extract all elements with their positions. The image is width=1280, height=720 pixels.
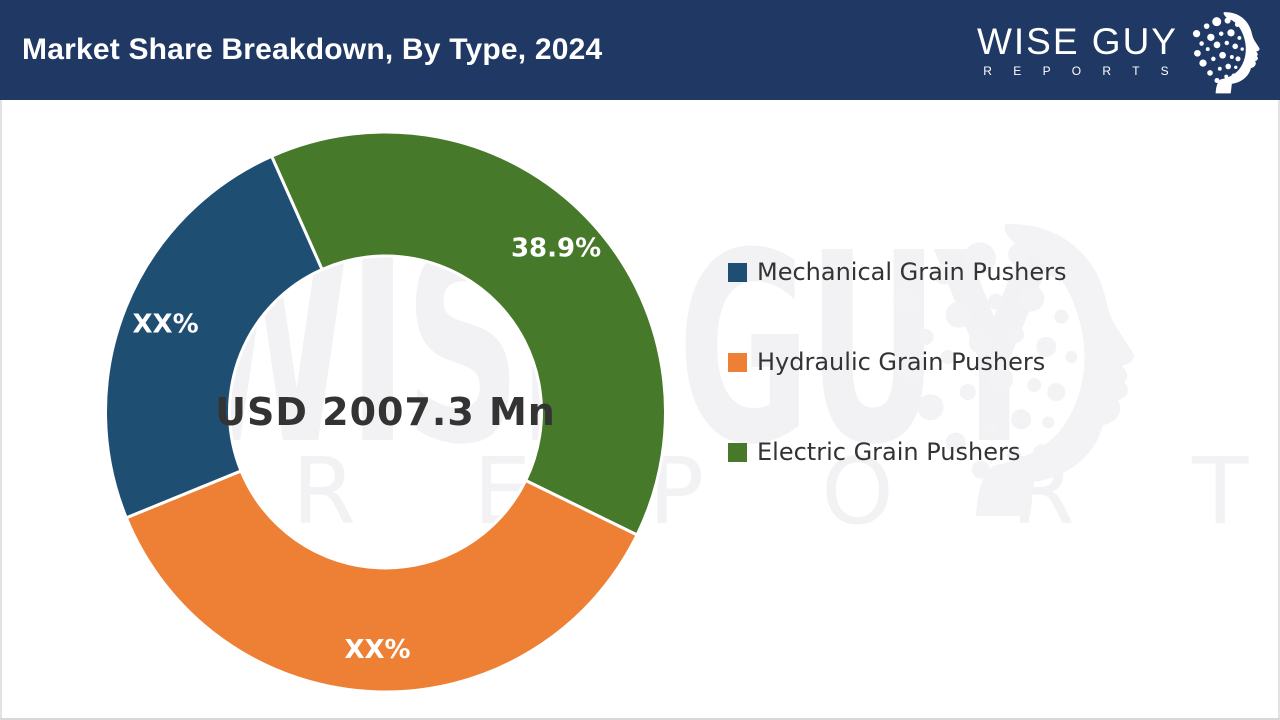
donut-segment-electric-grain-pushers <box>269 130 667 537</box>
legend-label: Hydraulic Grain Pushers <box>757 348 1046 376</box>
chart-center-value: USD 2007.3 Mn <box>215 390 556 434</box>
donut-segment-mechanical-grain-pushers <box>104 154 325 520</box>
watermark-reports: R E P O R T S <box>292 438 1280 545</box>
page-title: Market Share Breakdown, By Type, 2024 <box>22 33 603 66</box>
logo-face-icon <box>1192 11 1260 93</box>
legend-swatch-hydraulic <box>728 352 747 372</box>
legend-swatch-mechanical <box>728 262 747 282</box>
legend-item-electric: Electric Grain Pushers <box>728 438 1020 466</box>
logo-text: WISE GUY R E P O R T S <box>976 20 1178 78</box>
legend-item-mechanical: Mechanical Grain Pushers <box>728 258 1066 286</box>
wise-guy-logo: WISE GUY R E P O R T S <box>977 7 1280 94</box>
legend-item-hydraulic: Hydraulic Grain Pushers <box>728 348 1045 376</box>
legend-swatch-electric <box>728 442 747 462</box>
logo-subtitle: R E P O R T S <box>983 63 1178 78</box>
donut-segment-hydraulic-grain-pushers <box>124 468 640 694</box>
legend-label: Electric Grain Pushers <box>757 438 1021 466</box>
legend-label: Mechanical Grain Pushers <box>757 258 1067 286</box>
donut-chart-svg: 38.9% XX% XX% <box>104 130 667 694</box>
logo-wordmark: WISE GUY <box>976 20 1178 62</box>
segment-label: XX% <box>133 310 199 340</box>
donut-chart: 38.9% XX% XX% <box>100 126 672 698</box>
segment-label: XX% <box>344 635 410 665</box>
header-bar: Market Share Breakdown, By Type, 2024 WI… <box>0 0 1280 100</box>
segment-label: 38.9% <box>511 233 601 263</box>
